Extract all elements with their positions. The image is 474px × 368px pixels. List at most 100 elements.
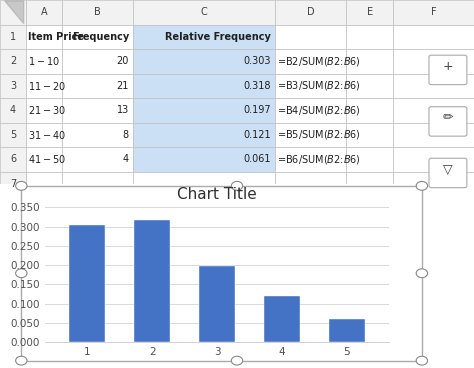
Text: $21 - $30: $21 - $30 bbox=[28, 105, 66, 116]
Bar bbox=[393, 0, 474, 25]
Text: =B2/SUM($B$2:$B$6): =B2/SUM($B$2:$B$6) bbox=[277, 55, 361, 68]
Circle shape bbox=[16, 356, 27, 365]
Bar bbox=[26, 123, 62, 147]
Text: 8: 8 bbox=[123, 130, 129, 140]
Polygon shape bbox=[5, 1, 24, 24]
Circle shape bbox=[16, 269, 27, 277]
Bar bbox=[0, 172, 26, 196]
Bar bbox=[26, 98, 62, 123]
Bar bbox=[275, 74, 346, 98]
Text: Frequency: Frequency bbox=[72, 32, 129, 42]
Bar bbox=[0, 74, 26, 98]
Bar bbox=[393, 147, 474, 172]
FancyBboxPatch shape bbox=[429, 55, 467, 85]
Bar bbox=[329, 319, 365, 342]
Bar bbox=[69, 226, 105, 342]
Text: 3: 3 bbox=[10, 81, 16, 91]
Bar bbox=[199, 266, 235, 342]
Bar bbox=[133, 147, 275, 172]
Bar bbox=[133, 0, 275, 25]
Bar bbox=[346, 25, 393, 49]
Bar bbox=[62, 0, 133, 25]
Text: 2: 2 bbox=[10, 56, 16, 66]
Text: =B6/SUM($B$2:$B$6): =B6/SUM($B$2:$B$6) bbox=[277, 153, 361, 166]
Bar bbox=[62, 147, 133, 172]
Bar bbox=[346, 0, 393, 25]
Text: F: F bbox=[431, 7, 437, 17]
Bar bbox=[62, 25, 133, 49]
Bar bbox=[275, 25, 346, 49]
Bar bbox=[62, 123, 133, 147]
Bar bbox=[62, 49, 133, 74]
Text: 5: 5 bbox=[10, 130, 16, 140]
Circle shape bbox=[416, 269, 428, 277]
Bar bbox=[62, 74, 133, 98]
Bar bbox=[26, 147, 62, 172]
Bar bbox=[275, 123, 346, 147]
Bar bbox=[26, 74, 62, 98]
Bar bbox=[62, 98, 133, 123]
Bar bbox=[26, 0, 62, 25]
Text: $11 - $20: $11 - $20 bbox=[28, 80, 66, 92]
Text: 0.061: 0.061 bbox=[244, 155, 271, 164]
Text: 13: 13 bbox=[117, 105, 129, 116]
Bar bbox=[346, 147, 393, 172]
Bar bbox=[346, 98, 393, 123]
Bar bbox=[133, 98, 275, 123]
Text: +: + bbox=[443, 60, 453, 73]
Text: 0.121: 0.121 bbox=[244, 130, 271, 140]
Text: D: D bbox=[307, 7, 314, 17]
Bar bbox=[26, 25, 62, 49]
Text: =B4/SUM($B$2:$B$6): =B4/SUM($B$2:$B$6) bbox=[277, 104, 361, 117]
Bar bbox=[393, 123, 474, 147]
Text: 4: 4 bbox=[10, 105, 16, 116]
Text: B: B bbox=[94, 7, 100, 17]
Bar bbox=[393, 172, 474, 196]
Text: 4: 4 bbox=[123, 155, 129, 164]
Text: 20: 20 bbox=[117, 56, 129, 66]
Text: $31 - $40: $31 - $40 bbox=[28, 129, 66, 141]
Bar bbox=[133, 25, 275, 49]
Bar bbox=[275, 98, 346, 123]
Text: A: A bbox=[41, 7, 47, 17]
Bar bbox=[393, 25, 474, 49]
Bar bbox=[346, 49, 393, 74]
Circle shape bbox=[416, 181, 428, 190]
Bar bbox=[393, 49, 474, 74]
Text: $1 - $10: $1 - $10 bbox=[28, 55, 60, 67]
Bar bbox=[346, 172, 393, 196]
Text: 21: 21 bbox=[117, 81, 129, 91]
Text: 7: 7 bbox=[10, 179, 16, 189]
Bar bbox=[346, 74, 393, 98]
Bar bbox=[275, 0, 346, 25]
Text: =B5/SUM($B$2:$B$6): =B5/SUM($B$2:$B$6) bbox=[277, 128, 361, 141]
Bar bbox=[134, 220, 170, 342]
Bar bbox=[133, 123, 275, 147]
Bar bbox=[133, 172, 275, 196]
Bar bbox=[0, 98, 26, 123]
Bar bbox=[346, 123, 393, 147]
Text: ▽: ▽ bbox=[443, 163, 453, 176]
Text: C: C bbox=[201, 7, 207, 17]
Text: Item Price: Item Price bbox=[28, 32, 84, 42]
Bar bbox=[133, 74, 275, 98]
Text: 0.318: 0.318 bbox=[244, 81, 271, 91]
Bar bbox=[0, 0, 26, 25]
Text: ✏: ✏ bbox=[443, 111, 453, 124]
Bar bbox=[133, 49, 275, 74]
Text: E: E bbox=[367, 7, 373, 17]
FancyBboxPatch shape bbox=[429, 158, 467, 188]
Circle shape bbox=[231, 356, 243, 365]
Bar bbox=[393, 74, 474, 98]
Text: 1: 1 bbox=[10, 32, 16, 42]
Title: Chart Title: Chart Title bbox=[177, 187, 257, 202]
Text: 0.303: 0.303 bbox=[244, 56, 271, 66]
Bar bbox=[0, 49, 26, 74]
Bar bbox=[62, 172, 133, 196]
Bar bbox=[275, 147, 346, 172]
Bar bbox=[26, 49, 62, 74]
Bar bbox=[275, 172, 346, 196]
Bar bbox=[264, 296, 300, 342]
Text: $41 - $50: $41 - $50 bbox=[28, 153, 66, 166]
Text: =B3/SUM($B$2:$B$6): =B3/SUM($B$2:$B$6) bbox=[277, 79, 361, 92]
